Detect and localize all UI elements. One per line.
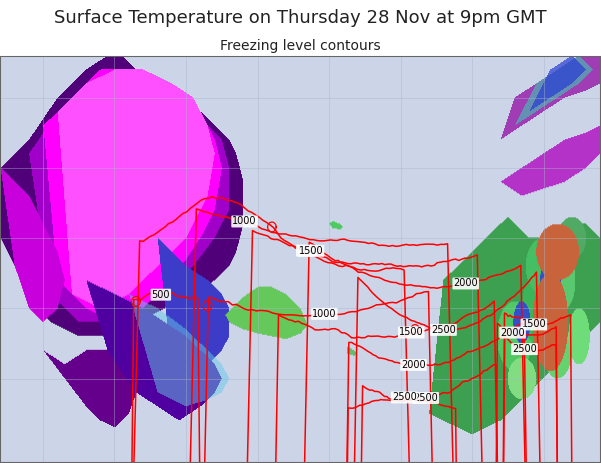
Text: Freezing level contours: Freezing level contours bbox=[220, 38, 381, 53]
Text: 1000: 1000 bbox=[312, 309, 337, 319]
Text: 1500: 1500 bbox=[299, 246, 323, 256]
Text: 2000: 2000 bbox=[500, 328, 525, 338]
Text: Surface Temperature on Thursday 28 Nov at 9pm GMT: Surface Temperature on Thursday 28 Nov a… bbox=[54, 9, 547, 27]
Text: 2000: 2000 bbox=[401, 360, 426, 370]
Text: 1500: 1500 bbox=[522, 319, 546, 330]
Text: 2500: 2500 bbox=[512, 344, 537, 354]
Text: 1500: 1500 bbox=[399, 327, 424, 338]
Text: 500: 500 bbox=[297, 245, 316, 256]
Text: 2000: 2000 bbox=[453, 278, 478, 288]
Text: 500: 500 bbox=[151, 290, 170, 300]
Text: 2500: 2500 bbox=[413, 393, 438, 403]
Text: 1000: 1000 bbox=[232, 217, 257, 226]
Text: 2500: 2500 bbox=[392, 393, 416, 402]
Text: 2500: 2500 bbox=[431, 325, 456, 335]
